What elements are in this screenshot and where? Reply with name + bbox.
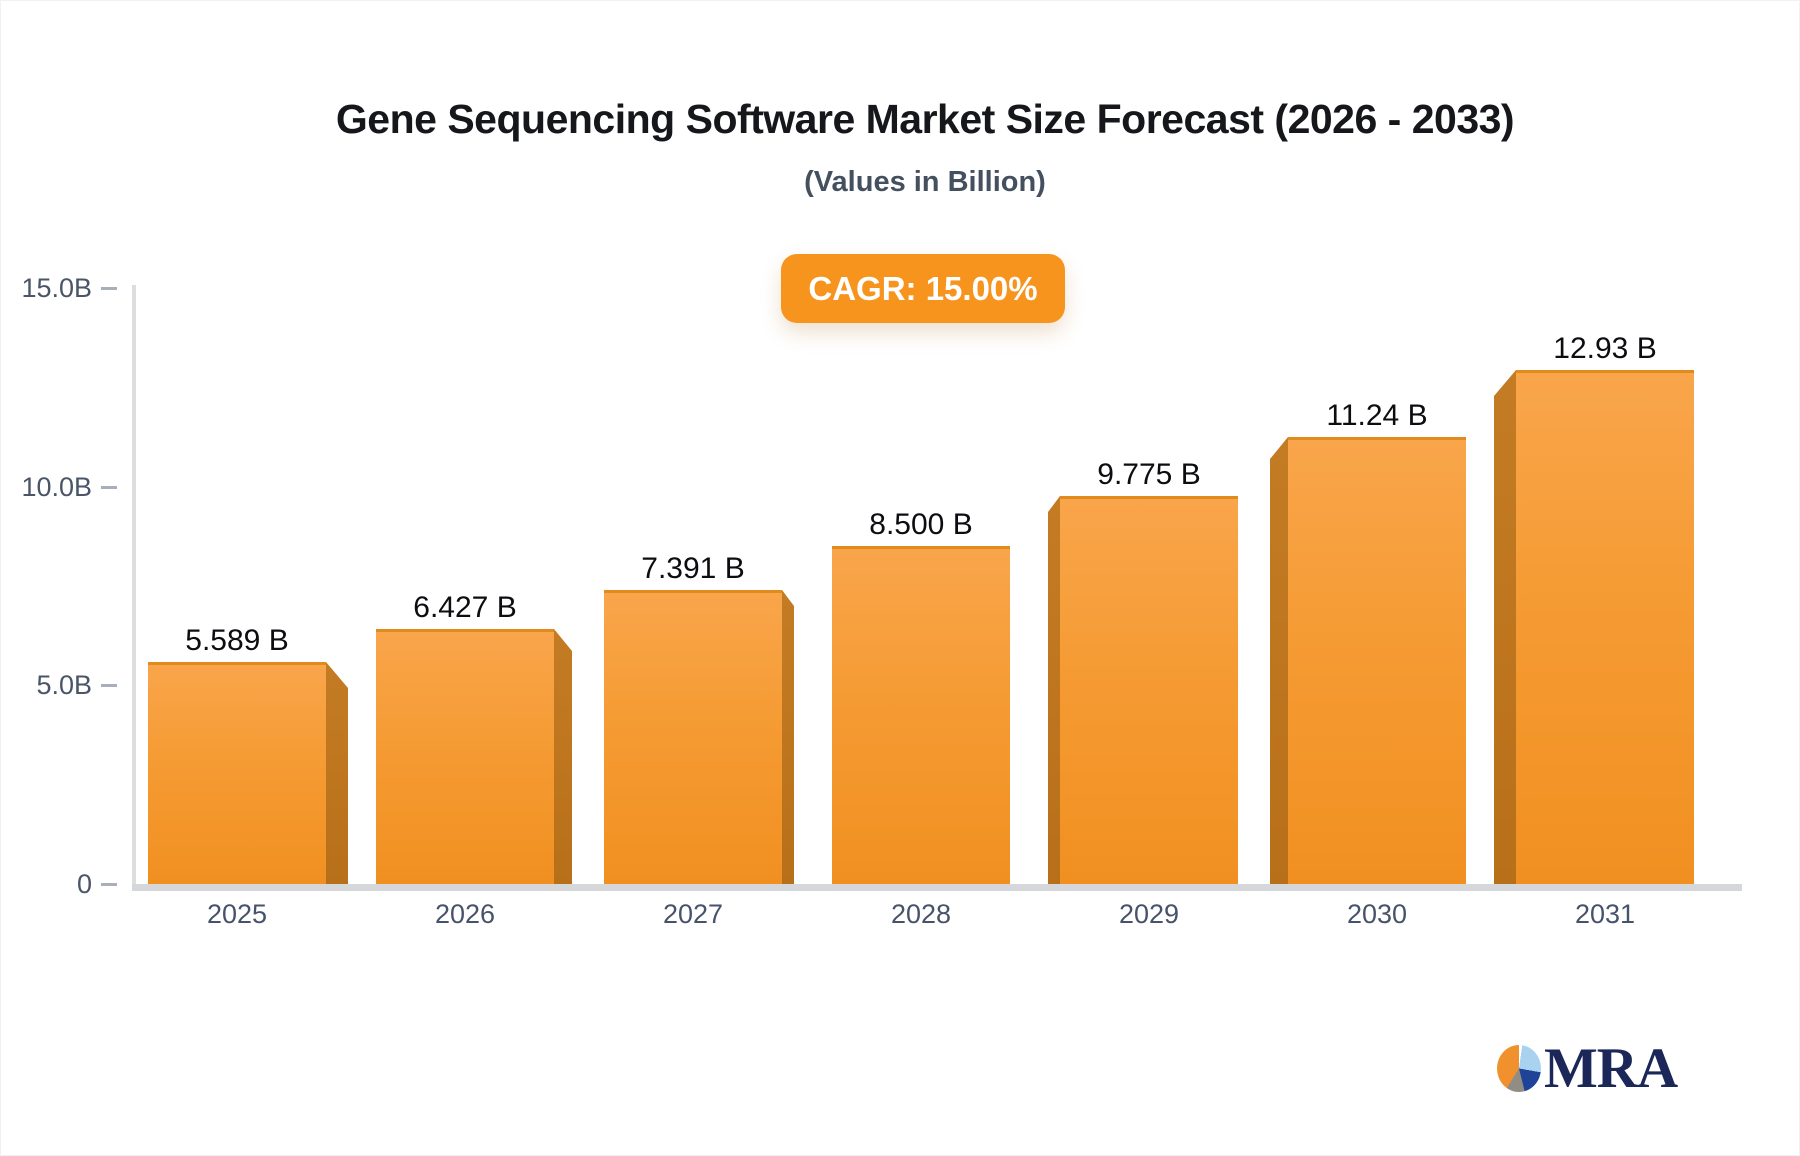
- cagr-badge: CAGR: 15.00%: [781, 254, 1065, 323]
- chart-subtitle: (Values in Billion): [804, 166, 1046, 198]
- y-tick-mark: [101, 883, 117, 886]
- bar-side-2027: [782, 590, 794, 884]
- bar-side-2025: [326, 662, 348, 884]
- x-axis-baseline: [132, 884, 1742, 891]
- x-tick-label-2031: 2031: [1574, 899, 1636, 929]
- x-tick-label-2027: 2027: [662, 899, 724, 929]
- y-tick-label-10.0B: 10.0B: [21, 471, 92, 502]
- bar-2031: [1516, 370, 1694, 884]
- bar-2030: [1288, 437, 1466, 884]
- bar-side-2030: [1270, 437, 1288, 884]
- y-tick-label-15.0B: 15.0B: [21, 273, 92, 304]
- chart-title: Gene Sequencing Software Market Size For…: [335, 96, 1515, 142]
- value-label-2031: 12.93 B: [1553, 332, 1657, 365]
- x-tick-label-2030: 2030: [1346, 899, 1408, 929]
- y-tick-mark: [101, 287, 117, 291]
- bar-side-2031: [1494, 370, 1516, 884]
- x-tick-label-2025: 2025: [206, 899, 268, 929]
- value-label-2030: 11.24 B: [1326, 399, 1428, 432]
- y-tick-mark: [101, 684, 117, 688]
- x-tick-label-2026: 2026: [434, 899, 496, 929]
- y-axis-line: [132, 285, 136, 889]
- value-label-2027: 7.391 B: [641, 552, 745, 585]
- y-tick-mark: [101, 485, 117, 489]
- value-label-2028: 8.500 B: [869, 508, 973, 541]
- y-tick-label-5.0B: 5.0B: [36, 670, 92, 701]
- bar-2027: [604, 590, 782, 884]
- bar-side-2026: [554, 629, 572, 884]
- value-label-2029: 9.775 B: [1097, 458, 1201, 491]
- brand-logo: MRA: [1497, 1036, 1678, 1100]
- value-label-2026: 6.427 B: [413, 591, 517, 624]
- pie-chart-icon: [1497, 1044, 1541, 1092]
- y-tick-label-0: 0: [76, 869, 92, 899]
- brand-logo-text: MRA: [1544, 1036, 1678, 1100]
- bar-2025: [148, 662, 326, 884]
- bar-2028: [832, 546, 1010, 884]
- value-label-2025: 5.589 B: [185, 624, 289, 657]
- bar-2026: [376, 629, 554, 884]
- bar-side-2029: [1048, 496, 1060, 884]
- x-tick-label-2028: 2028: [890, 899, 952, 929]
- bar-2029: [1060, 496, 1238, 884]
- x-tick-label-2029: 2029: [1118, 899, 1180, 929]
